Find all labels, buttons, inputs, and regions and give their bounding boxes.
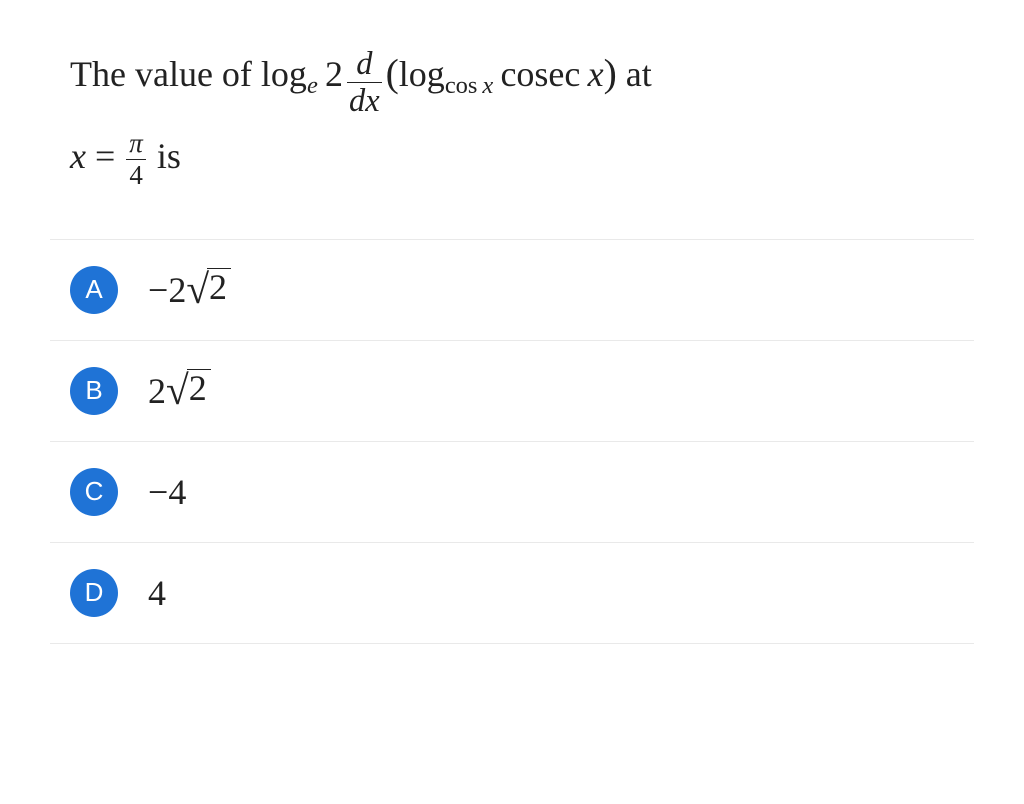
option-c-badge: C	[70, 468, 118, 516]
x-var-2: x	[70, 136, 86, 176]
option-b-coef: 2	[148, 371, 166, 411]
option-a-sign: −	[148, 270, 168, 310]
option-b-row[interactable]: B 2√2	[50, 340, 974, 441]
literal-2: 2	[325, 54, 343, 94]
cosec-func: cosec	[500, 54, 580, 94]
option-d-text: 4	[148, 572, 166, 614]
question-line-2: x = π4 is	[70, 126, 954, 189]
option-a-letter: A	[85, 274, 102, 305]
option-d-coef: 4	[148, 573, 166, 613]
option-a-row[interactable]: A −2√2	[50, 239, 974, 340]
math-expression: loge 2ddx(logcos x cosec x)	[261, 54, 626, 94]
option-a-sqrt: √2	[186, 268, 231, 309]
log-func-2: log	[399, 54, 445, 94]
option-b-text: 2√2	[148, 369, 211, 412]
pi-over-4: π4	[126, 130, 146, 189]
d-num: d	[347, 48, 382, 82]
question-stem: The value of loge 2ddx(logcos x cosec x)…	[50, 40, 974, 189]
option-d-letter: D	[85, 577, 104, 608]
option-d-row[interactable]: D 4	[50, 542, 974, 644]
q-suffix-is: is	[157, 136, 181, 176]
dx-den: dx	[347, 82, 382, 117]
x-var-1: x	[588, 54, 604, 94]
log-func-1: log	[261, 54, 307, 94]
radical-icon: √	[166, 370, 189, 411]
option-c-sign: −	[148, 472, 168, 512]
option-d-badge: D	[70, 569, 118, 617]
close-paren: )	[604, 51, 617, 95]
q-suffix-at: at	[626, 54, 652, 94]
open-paren: (	[386, 51, 399, 95]
option-b-sqrt: √2	[166, 369, 211, 410]
option-b-letter: B	[85, 375, 102, 406]
q-prefix: The value of	[70, 54, 261, 94]
log-base-cosx: cos x	[445, 72, 493, 99]
equals-sign: =	[86, 136, 124, 176]
option-a-coef: 2	[168, 270, 186, 310]
d-dx-frac: ddx	[347, 48, 382, 118]
option-a-badge: A	[70, 266, 118, 314]
option-c-coef: 4	[168, 472, 186, 512]
option-c-text: −4	[148, 471, 186, 513]
x-equals-value: x = π4	[70, 136, 157, 176]
log-base-e: e	[307, 72, 318, 99]
option-b-radicand: 2	[187, 369, 211, 410]
option-a-text: −2√2	[148, 268, 231, 311]
option-b-badge: B	[70, 367, 118, 415]
option-c-row[interactable]: C −4	[50, 441, 974, 542]
option-a-radicand: 2	[207, 268, 231, 309]
question-line-1: The value of loge 2ddx(logcos x cosec x)…	[70, 40, 954, 118]
radical-icon: √	[186, 269, 209, 310]
options-list: A −2√2 B 2√2 C −4 D 4	[50, 239, 974, 644]
option-c-letter: C	[85, 476, 104, 507]
